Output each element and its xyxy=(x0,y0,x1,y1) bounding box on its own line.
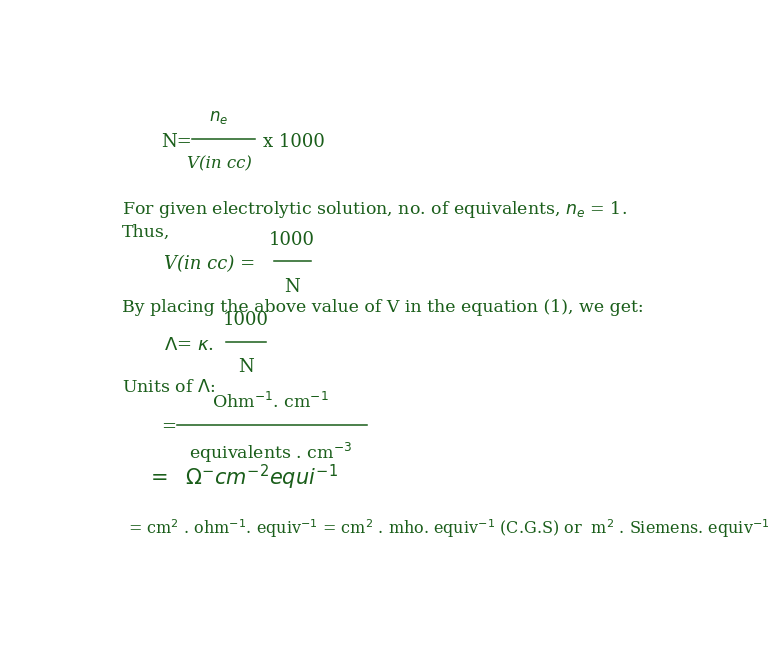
Text: Ohm$^{-1}$. cm$^{-1}$: Ohm$^{-1}$. cm$^{-1}$ xyxy=(212,392,329,412)
Text: Units of $\Lambda$:: Units of $\Lambda$: xyxy=(122,379,215,397)
Text: $n_e$: $n_e$ xyxy=(210,109,228,126)
Text: equivalents . cm$^{-3}$: equivalents . cm$^{-3}$ xyxy=(189,441,352,465)
Text: Thus,: Thus, xyxy=(122,224,170,241)
Text: N: N xyxy=(284,278,300,296)
Text: N=: N= xyxy=(161,132,192,151)
Text: 1000: 1000 xyxy=(223,311,269,329)
Text: x 1000: x 1000 xyxy=(263,132,325,151)
Text: 1000: 1000 xyxy=(269,230,314,249)
Text: $\Lambda$= $\kappa$.: $\Lambda$= $\kappa$. xyxy=(164,336,214,354)
Text: N: N xyxy=(239,358,254,376)
Text: By placing the above value of V in the equation (1), we get:: By placing the above value of V in the e… xyxy=(122,299,644,316)
Text: For given electrolytic solution, no. of equivalents, $n_e$ = 1.: For given electrolytic solution, no. of … xyxy=(122,199,627,220)
Text: $= \ \ \Omega^{-}cm^{-2}equi^{-1}$: $= \ \ \Omega^{-}cm^{-2}equi^{-1}$ xyxy=(146,463,338,492)
Text: V(in cc): V(in cc) xyxy=(187,156,251,172)
Text: =: = xyxy=(161,418,177,436)
Text: V(in cc) =: V(in cc) = xyxy=(164,255,256,273)
Text: = cm$^2$ . ohm$^{-1}$. equiv$^{-1}$ = cm$^2$ . mho. equiv$^{-1}$ (C.G.S) or  m$^: = cm$^2$ . ohm$^{-1}$. equiv$^{-1}$ = cm… xyxy=(128,518,769,540)
